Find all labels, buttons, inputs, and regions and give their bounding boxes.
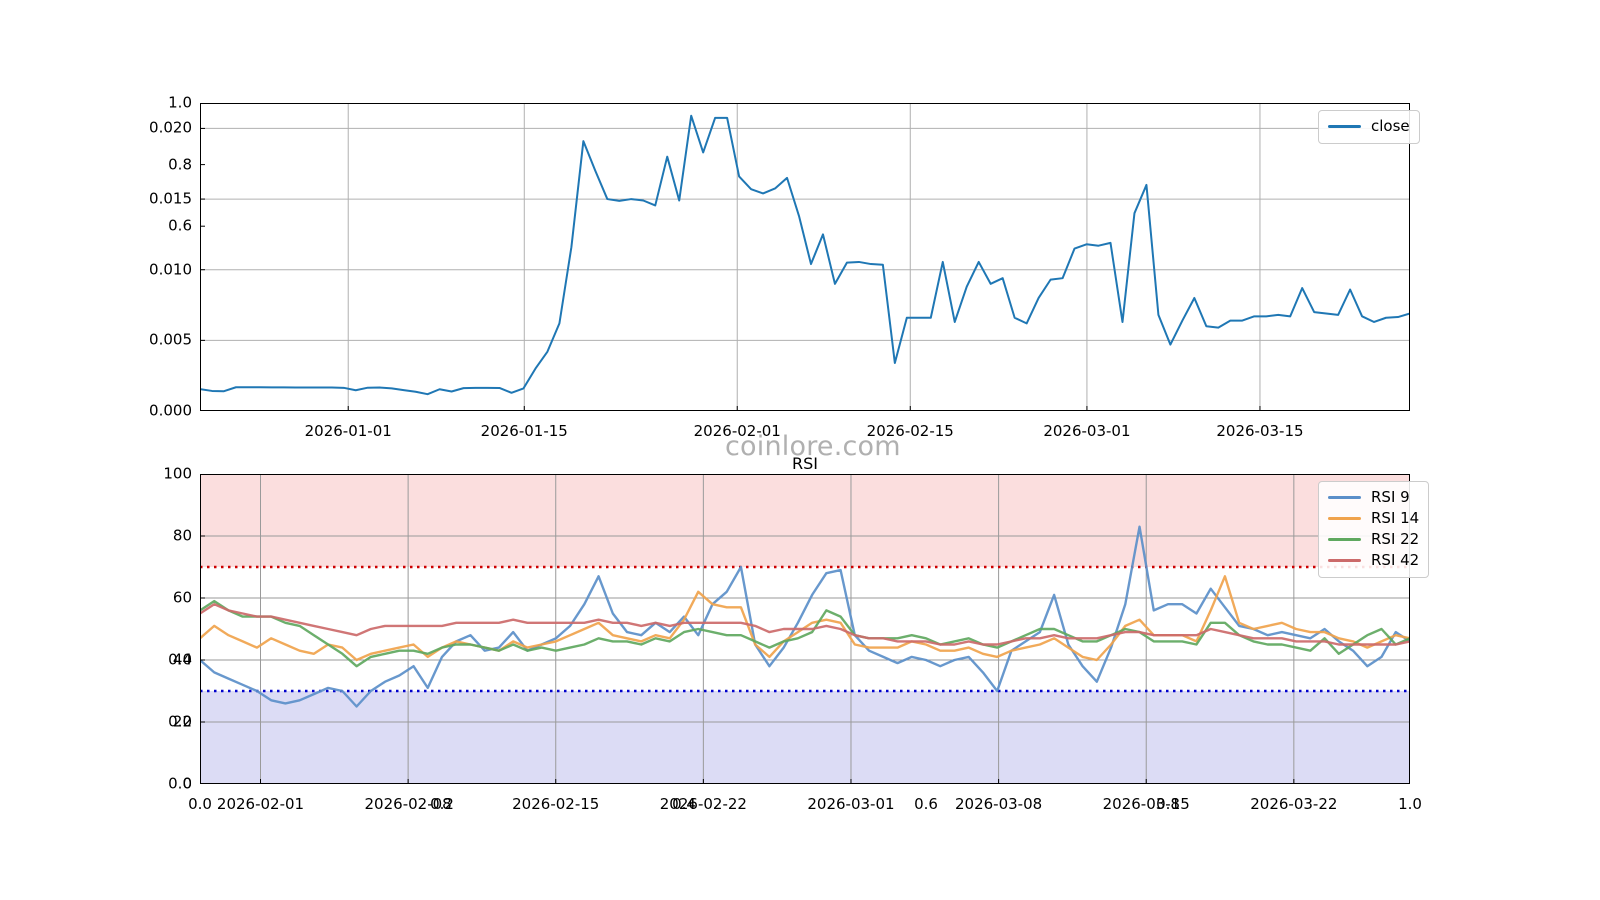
legend-line-icon [1328,559,1361,562]
rsi-legend-item[interactable]: RSI 14 [1328,508,1419,529]
rsi-y-tick: 20 [172,712,192,731]
legend-line-icon [1328,538,1361,541]
legend-line-icon [1328,496,1361,499]
rsi-y-tick: 60 [172,588,192,607]
price-plot-area [200,103,1410,411]
rsi-y-tick: 40 [172,650,192,669]
price-x-tick: 2026-01-01 [304,422,392,440]
rsi-legend-item[interactable]: RSI 22 [1328,529,1419,550]
price-x-tick: 2026-03-15 [1216,422,1304,440]
rsi-panel-title: RSI [792,454,818,473]
rsi-x-tick: 2026-02-08 [364,795,452,813]
rsi-x-tick: 2026-02-15 [512,795,600,813]
price-x-tick: 2026-01-15 [480,422,568,440]
rsi-legend-label: RSI 9 [1371,488,1410,506]
price-y-tick: 0.000 [149,401,192,420]
rsi-x-tick: 2026-02-01 [216,795,305,813]
rsi-legend-label: RSI 14 [1371,509,1420,527]
legend-line-icon [1328,517,1361,520]
price-legend-item[interactable]: close [1328,116,1410,137]
price-y-tick-overlay: 1.0 [168,93,192,112]
price-chart-panel [200,103,1410,411]
rsi-y-tick-overlay: 0.0 [168,774,192,793]
price-y-tick-overlay: 0.6 [168,216,192,235]
price-x-tick: 2026-02-01 [693,422,781,440]
price-x-tick: 2026-03-01 [1043,422,1131,440]
price-y-tick: 0.010 [149,260,192,279]
rsi-x-tick: 2026-03-22 [1250,795,1338,813]
rsi-x-tick-overlay: 0.6 [914,795,938,813]
watermark-text: coinlore.com [725,431,901,462]
rsi-x-tick-overlay: 0.0 [188,795,212,813]
rsi-x-tick: 2026-03-08 [955,795,1043,813]
rsi-y-tick: 80 [172,526,192,545]
rsi-y-tick: 0 [182,774,192,793]
rsi-legend-item[interactable]: RSI 42 [1328,550,1419,571]
rsi-legend-label: RSI 22 [1371,530,1420,548]
price-y-tick: 0.015 [149,189,192,208]
rsi-y-tick-overlay: 0.4 [168,650,192,669]
price-legend[interactable]: close [1318,110,1420,144]
rsi-legend-label: RSI 42 [1371,551,1420,569]
rsi-x-tick: 2026-03-15 [1102,795,1190,813]
legend-line-icon [1328,125,1361,128]
rsi-legend-item[interactable]: RSI 9 [1328,487,1419,508]
rsi-x-tick: 2026-03-01 [807,795,895,813]
price-y-tick: 0.005 [149,330,192,349]
rsi-x-tick-overlay: 1.0 [1398,795,1422,813]
rsi-x-tick: 2026-02-22 [659,795,747,813]
rsi-x-tick-overlay: 0.8 [1156,795,1180,813]
rsi-y-tick: 100 [163,464,192,483]
rsi-x-tick-overlay: 0.4 [672,795,696,813]
price-legend-label: close [1371,117,1410,135]
rsi-x-tick-overlay: 0.2 [430,795,454,813]
price-y-tick-overlay: 0.8 [168,155,192,174]
rsi-legend[interactable]: RSI 9 RSI 14 RSI 22 RSI 42 [1318,481,1430,578]
price-x-tick: 2026-02-15 [866,422,954,440]
rsi-chart-panel [200,474,1410,784]
rsi-plot-area [200,474,1410,784]
rsi-y-tick-overlay: 0.2 [168,712,192,731]
price-y-tick: 0.020 [149,118,192,137]
